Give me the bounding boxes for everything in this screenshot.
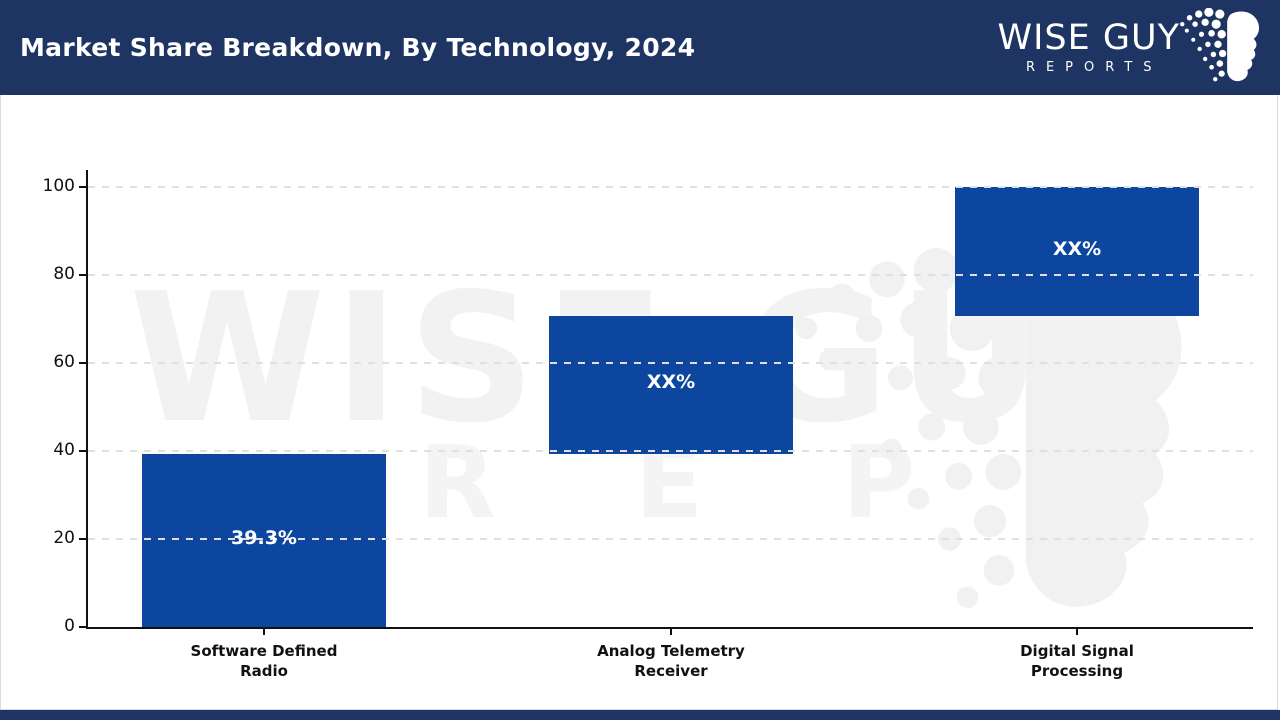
chart-title: Market Share Breakdown, By Technology, 2… (20, 33, 696, 62)
brand-logo-text: WISE GUY REPORTS (997, 17, 1180, 75)
logo-subtitle: REPORTS (1025, 59, 1163, 75)
logo-wordmark: WISE GUY (997, 17, 1180, 58)
chart-area: WISE GUY R E P O R T S (0, 95, 1278, 710)
logo-face-icon (1180, 7, 1260, 81)
brand-logo: WISE GUY REPORTS (997, 7, 1262, 88)
header-bar: Market Share Breakdown, By Technology, 2… (0, 0, 1280, 95)
watermark-face-icon (795, 247, 1182, 609)
footer-bar (0, 710, 1280, 720)
